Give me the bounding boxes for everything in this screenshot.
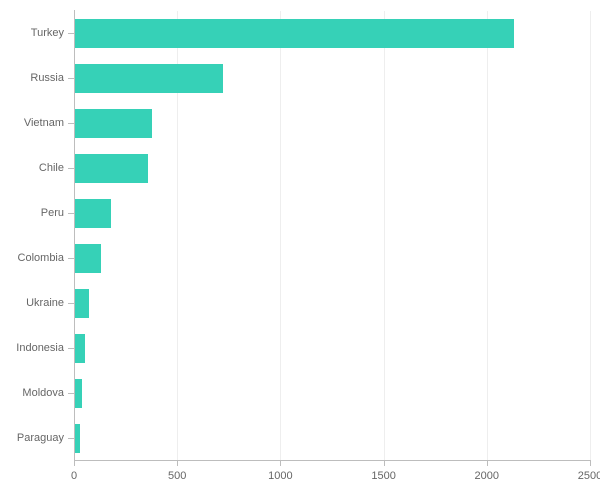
bar <box>74 64 223 94</box>
bar <box>74 19 514 49</box>
y-tick <box>68 33 74 34</box>
gridline <box>384 11 385 460</box>
bar <box>74 289 89 319</box>
x-tick <box>590 460 591 466</box>
y-tick-label: Vietnam <box>24 117 64 129</box>
y-tick-label: Peru <box>41 207 64 219</box>
x-axis-line <box>74 460 590 461</box>
y-tick <box>68 123 74 124</box>
gridline <box>280 11 281 460</box>
x-tick-label: 1500 <box>371 470 395 482</box>
y-tick <box>68 78 74 79</box>
x-tick-label: 0 <box>71 470 77 482</box>
y-tick-label: Turkey <box>31 27 64 39</box>
x-tick-label: 2000 <box>475 470 499 482</box>
y-tick <box>68 168 74 169</box>
x-tick-label: 500 <box>168 470 186 482</box>
bar <box>74 244 101 274</box>
plot-area <box>74 10 590 460</box>
y-tick-label: Russia <box>30 72 64 84</box>
y-tick-label: Chile <box>39 162 64 174</box>
y-tick <box>68 438 74 439</box>
y-tick <box>68 258 74 259</box>
y-axis-line <box>74 10 75 460</box>
y-tick-label: Ukraine <box>26 297 64 309</box>
bar <box>74 379 82 409</box>
y-tick <box>68 393 74 394</box>
x-tick-label: 1000 <box>268 470 292 482</box>
y-tick-label: Colombia <box>18 252 64 264</box>
gridline <box>590 11 591 460</box>
x-tick-label: 2500 <box>578 470 600 482</box>
y-tick <box>68 213 74 214</box>
gridline <box>487 11 488 460</box>
bar <box>74 334 85 364</box>
bar <box>74 109 152 139</box>
bar-chart: 0 500 1000 1500 2000 2500 Turkey Russia Vietnam… <box>0 0 600 500</box>
y-tick-label: Indonesia <box>16 342 64 354</box>
bar <box>74 199 111 229</box>
y-tick-label: Moldova <box>22 387 64 399</box>
y-tick <box>68 348 74 349</box>
y-tick-label: Paraguay <box>17 432 64 444</box>
y-tick <box>68 303 74 304</box>
bar <box>74 154 148 184</box>
